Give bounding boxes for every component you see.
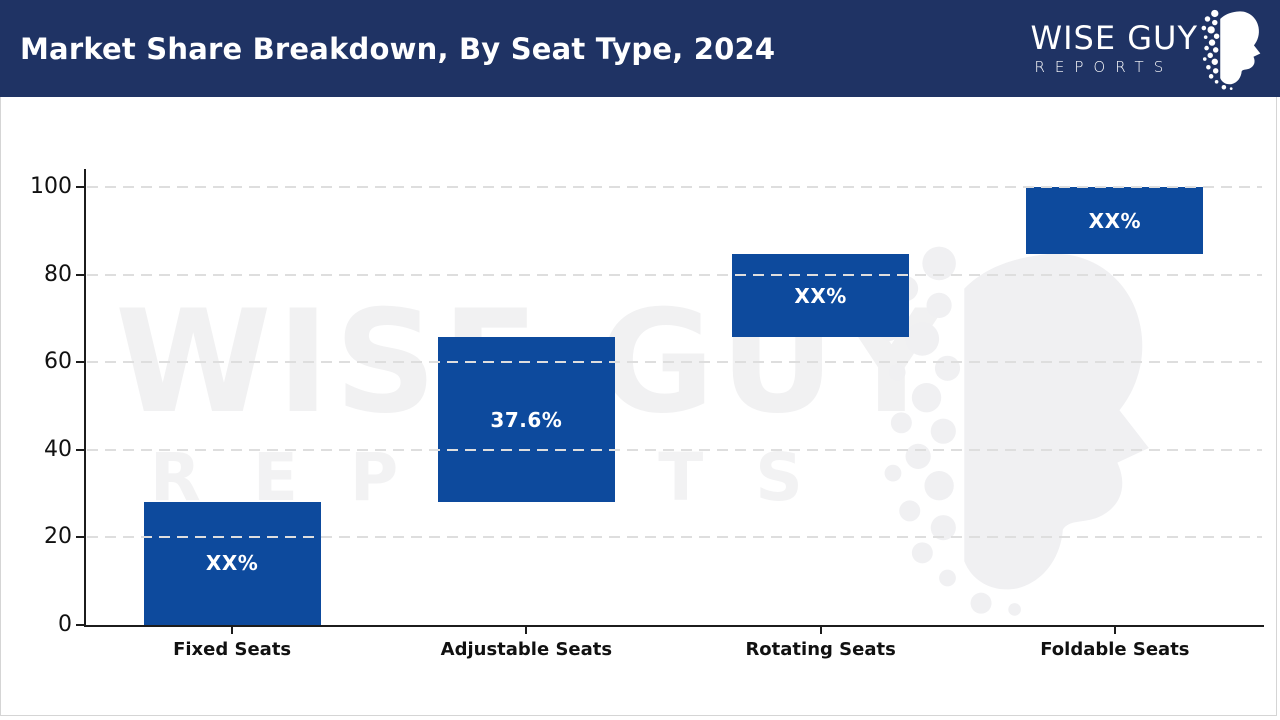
gridline	[87, 273, 1262, 276]
y-tick-mark	[76, 624, 84, 626]
y-tick-label: 80	[44, 261, 72, 287]
y-tick-mark	[76, 536, 84, 539]
x-tick-mark	[525, 627, 528, 634]
gridline	[87, 536, 1262, 539]
logo-wordmark: WISE GUY REPORTS	[1030, 22, 1198, 76]
x-axis	[84, 625, 1264, 627]
logo-wordmark-line1: WISE GUY	[1030, 18, 1198, 57]
gridline	[87, 448, 1262, 451]
gridline	[87, 361, 1262, 364]
y-tick-mark	[76, 273, 84, 276]
waterfall-bar: 37.6%	[437, 337, 615, 502]
bar-value-label: 37.6%	[490, 407, 563, 432]
x-tick-mark	[1113, 627, 1116, 634]
y-tick-label: 100	[30, 174, 72, 199]
y-axis	[84, 169, 86, 627]
y-tick-label: 60	[44, 349, 72, 375]
y-tick-mark	[76, 186, 84, 188]
x-tick-mark	[819, 627, 822, 634]
bar-value-label: XX%	[794, 283, 847, 308]
page-title: Market Share Breakdown, By Seat Type, 20…	[20, 31, 776, 66]
x-category-label: Fixed Seats	[173, 639, 292, 660]
x-category-label: Rotating Seats	[745, 639, 896, 660]
bar-value-label: XX%	[1088, 208, 1142, 233]
y-tick-label: 40	[44, 436, 72, 462]
gridline	[87, 186, 1262, 188]
y-tick-mark	[76, 448, 84, 451]
wiseguy-logo: WISE GUY REPORTS	[1030, 8, 1266, 90]
y-tick-mark	[76, 361, 84, 364]
x-category-label: Adjustable Seats	[440, 639, 613, 660]
x-category-label: Foldable Seats	[1040, 639, 1190, 660]
x-tick-mark	[231, 627, 234, 634]
y-tick-label: 20	[44, 524, 72, 550]
header-bar: Market Share Breakdown, By Seat Type, 20…	[0, 0, 1280, 97]
bar-value-label: XX%	[205, 551, 259, 576]
logo-wordmark-line2: REPORTS	[1034, 57, 1174, 76]
waterfall-bar: XX%	[143, 501, 321, 625]
waterfall-bar: XX%	[1026, 187, 1204, 254]
waterfall-bar: XX%	[732, 254, 910, 338]
logo-head-icon	[1201, 9, 1261, 90]
y-tick-label: 0	[58, 612, 72, 637]
